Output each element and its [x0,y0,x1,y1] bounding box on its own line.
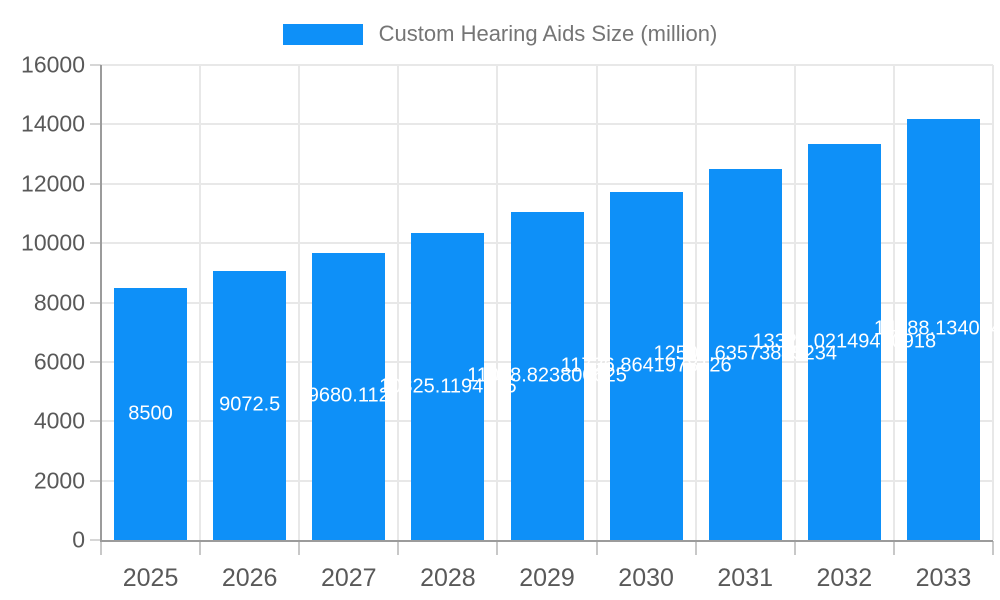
bar-2027[interactable] [312,252,386,540]
y-tick-label: 0 [72,526,85,553]
v-gridline [793,65,796,540]
x-tick-label: 2033 [915,564,972,592]
x-axis-tick [397,541,400,555]
x-axis-tick [496,541,499,555]
y-tick-label: 4000 [33,407,85,434]
y-axis-tick [90,242,101,245]
bar-2028[interactable] [411,233,485,540]
v-gridline [298,65,301,540]
y-axis-tick [90,360,101,363]
x-tick-label: 2028 [420,564,476,592]
y-axis-tick [90,420,101,423]
y-axis-tick [90,479,101,482]
x-tick-label: 2032 [816,564,873,592]
y-tick-label: 6000 [33,348,85,375]
x-axis-tick [694,541,697,555]
x-tick-label: 2025 [122,564,179,592]
x-axis-tick [595,541,598,555]
x-axis-tick [992,541,994,555]
y-axis-tick [90,301,101,304]
y-axis-tick [90,182,101,185]
x-axis-tick [892,541,895,555]
x-axis-line [101,540,993,542]
v-gridline [694,65,697,540]
bar-2030[interactable] [609,191,683,540]
x-axis-tick [199,541,202,555]
y-tick-label: 2000 [33,467,85,494]
bar-2026[interactable] [213,270,287,540]
bar-2025[interactable] [114,287,188,540]
v-gridline [496,65,499,540]
h-gridline [101,64,993,66]
h-gridline [101,182,993,185]
v-gridline [892,65,895,540]
x-axis-tick [793,541,796,555]
y-axis-tick [90,123,101,126]
bar-2033[interactable] [906,118,980,540]
v-gridline [992,65,994,540]
legend-label: Custom Hearing Aids Size (million) [378,21,718,46]
x-tick-label: 2031 [717,564,774,592]
x-tick-label: 2029 [519,564,575,592]
y-tick-label: 14000 [21,110,85,137]
bar-2031[interactable] [708,168,782,540]
x-tick-label: 2026 [221,564,278,592]
bar-2029[interactable] [510,211,584,540]
x-tick-label: 2027 [320,564,377,592]
v-gridline [595,65,598,540]
y-tick-label: 16000 [21,51,85,78]
y-axis-line [100,65,102,542]
y-axis-tick [90,539,101,541]
y-tick-label: 10000 [21,229,85,256]
legend: Custom Hearing Aids Size (million) [0,19,1000,49]
x-axis-tick [100,541,102,555]
v-gridline [199,65,202,540]
y-tick-label: 12000 [21,170,85,197]
x-axis-tick [298,541,301,555]
v-gridline [397,65,400,540]
y-tick-label: 8000 [33,289,85,315]
h-gridline [101,123,993,126]
x-tick-label: 2030 [618,564,674,592]
y-axis-tick [90,64,101,66]
legend-swatch[interactable] [282,23,363,45]
bar-2032[interactable] [807,144,881,540]
